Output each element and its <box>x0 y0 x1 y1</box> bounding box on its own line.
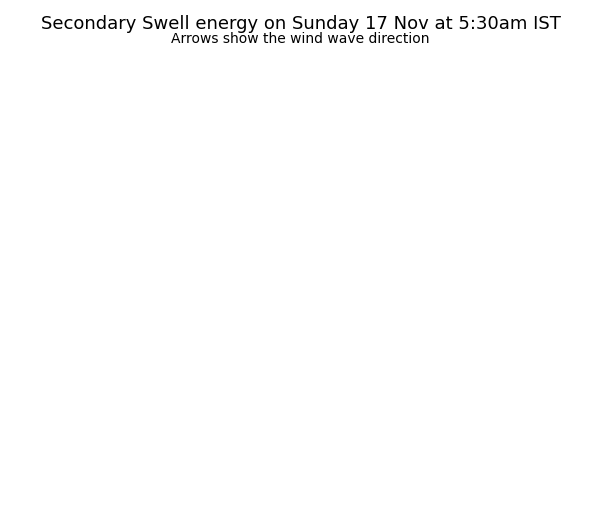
Text: Arrows show the wind wave direction: Arrows show the wind wave direction <box>171 32 430 46</box>
Text: Secondary Swell energy on Sunday 17 Nov at 5:30am IST: Secondary Swell energy on Sunday 17 Nov … <box>40 15 561 33</box>
